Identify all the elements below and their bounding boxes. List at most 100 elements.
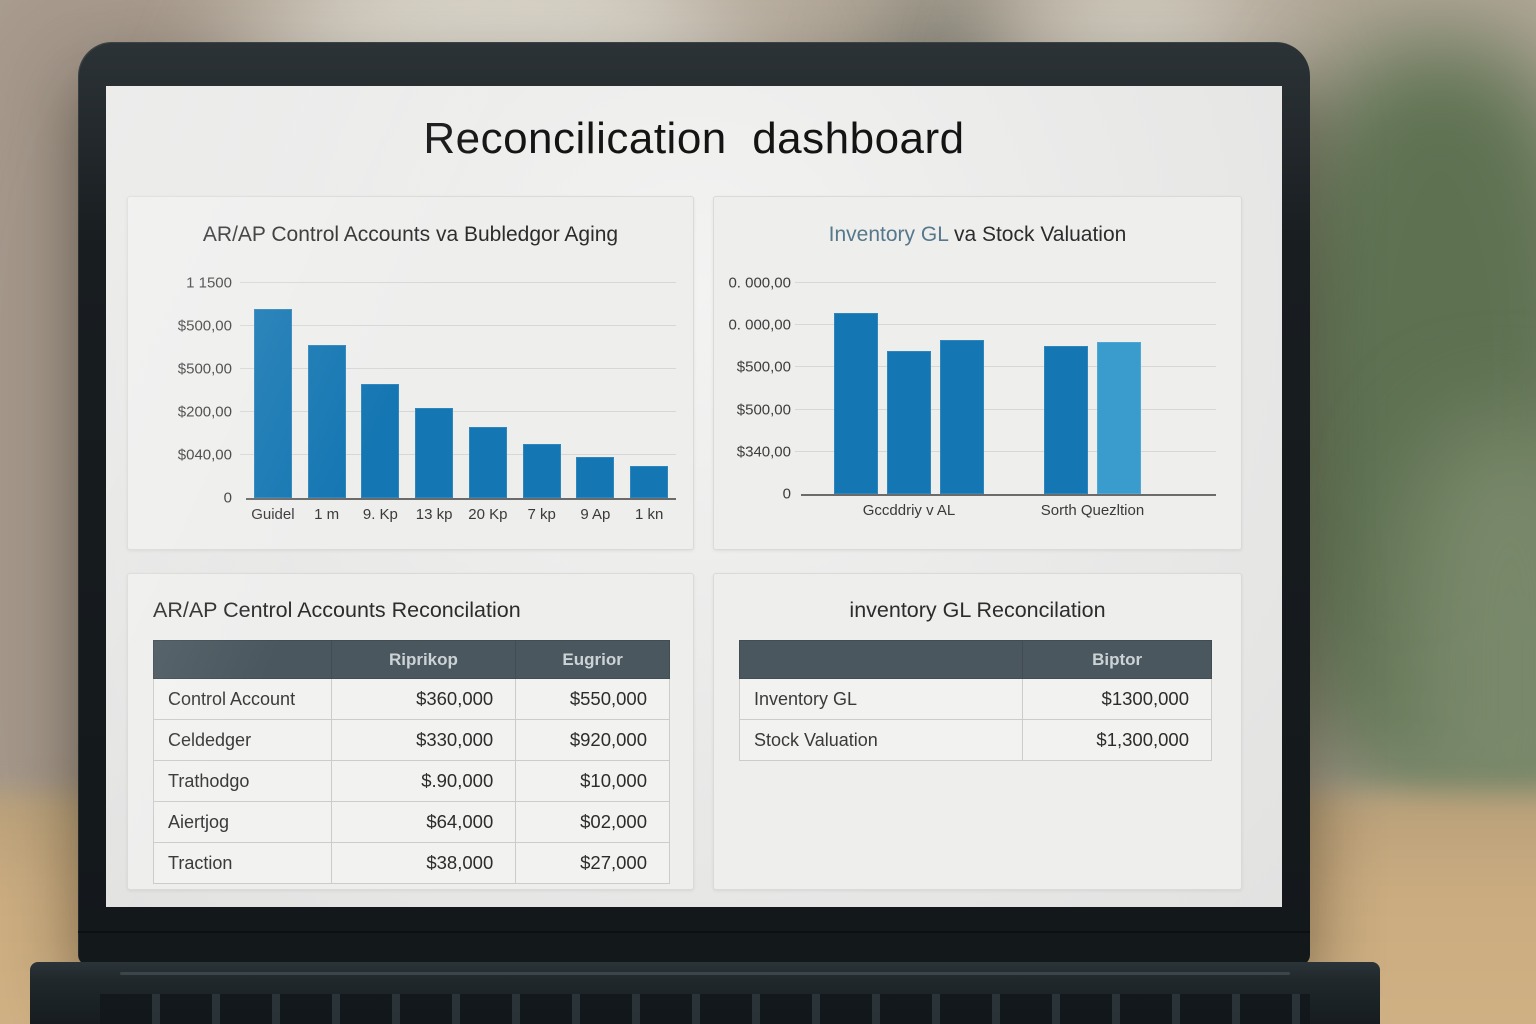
x-tick-label: 1 m — [314, 506, 340, 523]
bar-group: 13 kp — [415, 283, 454, 523]
table-header-row: Riprikop Eugrior — [153, 640, 670, 679]
row-label: Inventory GL — [738, 678, 1024, 720]
x-tick-label: Guidel — [251, 506, 295, 523]
x-tick-label: 1 kn — [634, 506, 664, 523]
y-axis-labels: 0. 000,00 0. 000,00 $500,00 $500,00 $340,00 0 — [714, 275, 799, 503]
chart-gridline — [795, 282, 1216, 283]
y-tick-label: 0. 000,00 — [728, 316, 791, 334]
chart-panel-arap-aging: AR/AP Control Accounts va Bubledgor Agin… — [127, 196, 694, 550]
y-tick-label: $500,00 — [177, 317, 232, 335]
table-row: Stock Valuation $1,300,000 — [738, 719, 1212, 761]
x-tick-label: 9 Ap — [580, 506, 611, 523]
x-tick-label: Gccddriy v AL — [862, 502, 956, 519]
table-header-row: Biptor — [738, 640, 1212, 679]
chart-panel-inventory: Inventory GL va Stock Valuation 0. 000,0… — [713, 196, 1242, 550]
laptop-hinge — [78, 931, 1310, 933]
row-value: $550,000 — [515, 678, 670, 720]
y-tick-label: $500,00 — [736, 358, 791, 376]
bar-groups: Gccddriy v AL Sorth Quezltion — [801, 283, 1216, 519]
dashboard-screen: Reconcilication dashboard AR/AP Control … — [106, 86, 1282, 907]
chart-title-main: AR/AP Control Accounts va Bubledgor Agin… — [202, 223, 619, 246]
laptop-keyboard — [100, 994, 1310, 1024]
table-title: inventory GL Reconcilation — [849, 598, 1106, 622]
bar-group: Guidel — [251, 283, 295, 523]
bar — [415, 407, 454, 498]
row-value: $02,000 — [515, 801, 670, 843]
y-tick-label: $200,00 — [177, 403, 232, 421]
row-label: Stock Valuation — [738, 719, 1024, 761]
table-panel-arap: AR/AP Centrol Accounts Reconcilation Rip… — [127, 573, 694, 890]
bar — [522, 444, 561, 498]
chart-title: Inventory GL va Stock Valuation — [714, 223, 1241, 247]
row-label: Aiertjog — [153, 801, 332, 843]
bar — [361, 384, 400, 498]
table-header-cell: Biptor — [1022, 640, 1212, 679]
bar-group: 9. Kp — [361, 283, 400, 523]
table-row: Traction $38,000 $27,000 — [153, 842, 670, 884]
row-value: $38,000 — [330, 842, 517, 884]
bar-group: 1 kn — [630, 283, 669, 523]
x-tick-label: 9. Kp — [362, 506, 398, 523]
table-header-cell: Riprikop — [330, 640, 517, 679]
chart-gridline — [795, 324, 1216, 326]
bar-chart-inventory: Gccddriy v AL Sorth Quezltion — [795, 282, 1216, 519]
bar — [834, 312, 878, 494]
chart-title: AR/AP Control Accounts va Bubledgor Agin… — [128, 223, 693, 247]
chart-gridline — [795, 450, 1216, 452]
chart-gridline — [240, 282, 676, 283]
table-title: AR/AP Centrol Accounts Reconcilation — [153, 598, 521, 622]
chart-gridline — [795, 408, 1216, 410]
table-row: Trathodgo $.90,000 $10,000 — [153, 760, 670, 802]
bar-group: 1 m — [307, 283, 346, 523]
bar — [576, 457, 615, 498]
table-row: Celdedger $330,000 $920,000 — [153, 719, 670, 761]
bar-group: 7 kp — [522, 283, 561, 523]
row-value: $360,000 — [330, 678, 517, 720]
row-value: $1,300,000 — [1022, 719, 1212, 761]
y-tick-label: $040,00 — [177, 446, 232, 464]
bar-group: 9 Ap — [576, 283, 615, 523]
x-tick-label: 13 kp — [415, 506, 453, 523]
bar — [253, 308, 292, 498]
chart-gridline — [240, 368, 676, 369]
row-label: Trathodgo — [153, 760, 332, 802]
bar — [630, 465, 669, 498]
row-label: Celdedger — [153, 719, 332, 761]
row-value: $.90,000 — [330, 760, 517, 802]
chart-title-accent: Inventory GL — [828, 223, 949, 246]
y-tick-label: 0 — [782, 485, 791, 503]
chart-gridline — [795, 366, 1216, 368]
row-label: Traction — [153, 842, 332, 884]
row-value: $10,000 — [515, 760, 670, 802]
y-tick-label: $340,00 — [736, 443, 791, 461]
y-tick-label: 0 — [223, 489, 232, 507]
bar — [1097, 342, 1141, 494]
bar-group: 20 Kp — [468, 283, 507, 523]
chart-title-main: va Stock Valuation — [948, 223, 1127, 246]
y-tick-label: $500,00 — [177, 360, 232, 378]
chart-gridline — [240, 325, 676, 326]
bar-chart-arap: Guidel 1 m 9. Kp 13 kp 20 Kp 7 kp 9 Ap 1 kn — [240, 282, 676, 523]
arap-reconciliation-table: Riprikop Eugrior Control Account $360,000 $5… — [153, 640, 670, 884]
row-value: $1300,000 — [1022, 678, 1212, 720]
table-header-cell: Eugrior — [515, 640, 670, 679]
y-axis-labels: 1 1500 $500,00 $500,00 $200,00 $040,00 0 — [128, 275, 240, 507]
bar — [1044, 346, 1088, 494]
table-header-cell — [153, 640, 332, 679]
laptop-base — [30, 962, 1380, 1024]
bar-groups: Guidel 1 m 9. Kp 13 kp 20 Kp 7 kp 9 Ap 1 kn — [246, 283, 676, 523]
bar — [887, 350, 931, 494]
row-value: $920,000 — [515, 719, 670, 761]
bar — [307, 345, 346, 498]
row-value: $27,000 — [515, 842, 670, 884]
y-tick-label: 1 1500 — [186, 274, 232, 292]
chart-gridline — [240, 454, 676, 455]
laptop-base-edge — [120, 972, 1290, 975]
inventory-reconciliation-table: Biptor Inventory GL $1300,000 Stock Valuati… — [738, 640, 1212, 761]
bar — [940, 339, 984, 494]
x-tick-label: Sorth Quezltion — [1040, 502, 1145, 519]
row-label: Control Account — [153, 678, 332, 720]
bar — [468, 427, 507, 498]
row-value: $330,000 — [330, 719, 517, 761]
table-row: Aiertjog $64,000 $02,000 — [153, 801, 670, 843]
